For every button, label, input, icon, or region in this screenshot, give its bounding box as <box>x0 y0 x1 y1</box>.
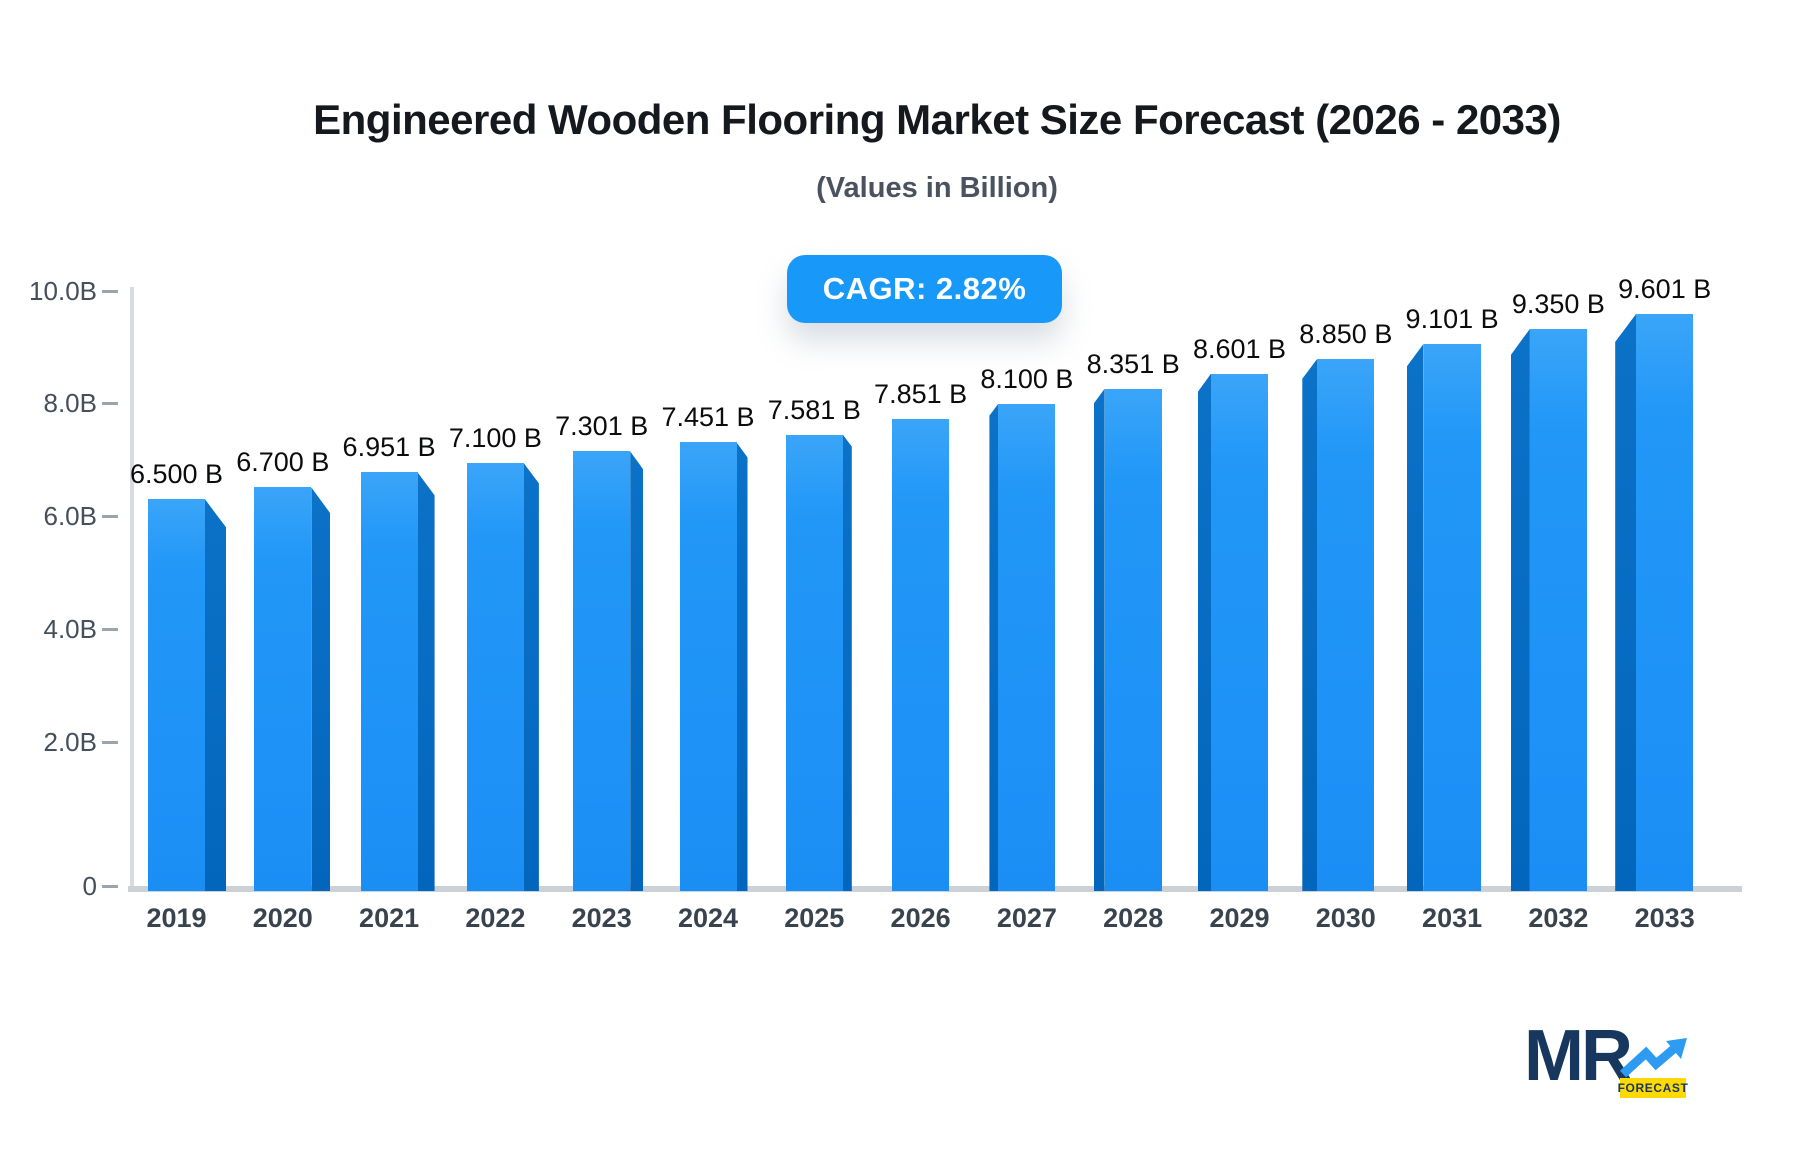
y-tick-mark <box>102 741 118 744</box>
bar-2020 <box>254 487 312 891</box>
bar-2028 <box>1104 388 1162 891</box>
bar-value-label: 9.101 B <box>1405 303 1499 334</box>
bar-side-2032 <box>1510 328 1530 891</box>
bar-value-label: 7.851 B <box>874 378 968 409</box>
bar-2029 <box>1211 373 1268 891</box>
y-tick-label: 2.0B <box>43 727 98 757</box>
bar-2024 <box>679 442 737 891</box>
bar-side-2030 <box>1302 358 1318 891</box>
x-tick-label: 2025 <box>784 903 845 933</box>
x-tick-label: 2027 <box>996 903 1057 933</box>
trend-arrow-icon <box>1620 1038 1687 1078</box>
bar-side-2028 <box>1093 388 1105 891</box>
bar-2032 <box>1529 328 1587 891</box>
x-tick-label: 2022 <box>465 903 526 933</box>
bar-value-label: 7.100 B <box>448 423 542 454</box>
bar-value-label: 9.601 B <box>1618 273 1712 304</box>
bar-side-2033 <box>1615 313 1637 891</box>
x-tick-label: 2030 <box>1315 903 1376 933</box>
y-axis-line <box>130 287 134 890</box>
bar-value-label: 6.500 B <box>129 459 224 490</box>
bar-2033 <box>1636 313 1694 891</box>
x-tick-label: 2021 <box>359 903 420 933</box>
bar-value-label: 8.850 B <box>1299 318 1393 349</box>
y-tick-label: 6.0B <box>43 501 98 531</box>
y-tick-label: 8.0B <box>43 388 98 418</box>
x-tick-label: 2026 <box>890 903 951 933</box>
bar-value-label: 7.581 B <box>767 394 861 425</box>
bar-2021 <box>360 472 418 891</box>
y-tick-mark <box>102 515 118 518</box>
bar-2030 <box>1317 358 1375 891</box>
cagr-badge: CAGR: 2.82% <box>787 255 1062 323</box>
bar-value-label: 9.350 B <box>1511 288 1605 319</box>
x-tick-label: 2029 <box>1209 903 1270 933</box>
logo-forecast-text: FORECAST <box>1617 1081 1689 1095</box>
x-tick-label: 2028 <box>1103 903 1164 933</box>
y-tick-mark <box>102 402 118 405</box>
bar-side-2019 <box>205 499 226 891</box>
y-tick-label: 10.0B <box>29 276 97 306</box>
logo-mr-text: MR <box>1524 1016 1633 1096</box>
x-tick-label: 2020 <box>252 903 313 933</box>
bar-2031 <box>1423 343 1481 891</box>
bar-2027 <box>998 403 1056 891</box>
bar-2022 <box>466 463 524 891</box>
y-tick-label: 4.0B <box>43 614 98 644</box>
page-subtitle: (Values in Billion) <box>816 172 1058 204</box>
bar-side-2020 <box>311 487 331 891</box>
bar-side-2021 <box>417 472 435 891</box>
bar-value-label: 6.700 B <box>236 447 330 478</box>
y-tick-mark <box>102 885 118 888</box>
x-tick-label: 2024 <box>677 903 739 933</box>
bar-side-2024 <box>736 442 748 891</box>
bar-value-label: 8.100 B <box>980 363 1074 394</box>
bar-side-2029 <box>1198 373 1211 891</box>
y-tick-label: 0 <box>82 871 97 901</box>
bar-value-label: 8.351 B <box>1086 348 1180 379</box>
bar-2019 <box>148 499 205 891</box>
bar-2025 <box>785 434 843 891</box>
bar-value-label: 8.601 B <box>1192 333 1287 364</box>
x-tick-label: 2032 <box>1528 903 1589 933</box>
page-title: Engineered Wooden Flooring Market Size F… <box>313 96 1561 143</box>
bar-side-2031 <box>1406 343 1424 891</box>
y-tick-mark <box>102 290 118 293</box>
x-tick-label: 2023 <box>571 903 632 933</box>
bar-value-label: 7.301 B <box>555 411 649 442</box>
bar-side-2023 <box>630 451 644 891</box>
bar-side-2027 <box>989 403 999 891</box>
bar-2026 <box>892 418 950 891</box>
bar-value-label: 7.451 B <box>661 402 755 433</box>
logo-forecast-badge: FORECAST <box>1617 1078 1689 1098</box>
x-tick-label: 2033 <box>1634 903 1695 933</box>
bar-2023 <box>573 451 631 891</box>
cagr-badge-label: CAGR: 2.82% <box>822 271 1027 306</box>
x-tick-label: 2031 <box>1422 903 1483 933</box>
brand-logo: MR FORECAST <box>1524 1020 1704 1102</box>
y-tick-mark <box>102 628 118 631</box>
bar-side-2022 <box>523 463 539 891</box>
bar-side-2025 <box>842 434 852 891</box>
x-tick-label: 2019 <box>146 903 207 933</box>
bar-value-label: 6.951 B <box>342 432 436 463</box>
